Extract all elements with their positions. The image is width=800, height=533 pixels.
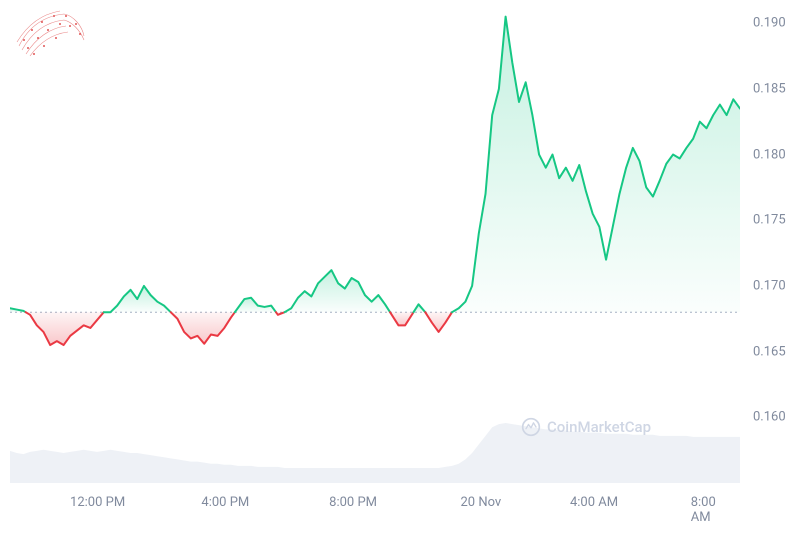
price-chart bbox=[10, 10, 740, 483]
y-tick-label: 0.175 bbox=[753, 213, 786, 228]
y-tick-label: 0.185 bbox=[753, 81, 786, 96]
x-tick-label: 4:00 PM bbox=[201, 495, 249, 510]
y-tick-label: 0.180 bbox=[753, 147, 786, 162]
x-tick-label: 8:00 PM bbox=[329, 495, 377, 510]
x-tick-label: 20 Nov bbox=[460, 495, 501, 510]
x-axis: 12:00 PM4:00 PM8:00 PM20 Nov4:00 AM8:00 … bbox=[10, 495, 740, 515]
y-axis: 0.160 0.165 0.170 0.175 0.180 0.185 0.190 bbox=[745, 10, 800, 483]
coinmarketcap-icon bbox=[521, 417, 541, 437]
y-tick-label: 0.170 bbox=[753, 278, 786, 293]
watermark-text: CoinMarketCap bbox=[547, 418, 651, 436]
y-tick-label: 0.190 bbox=[753, 16, 786, 31]
y-tick-label: 0.160 bbox=[753, 410, 786, 425]
x-tick-label: 12:00 PM bbox=[70, 495, 125, 510]
x-tick-label: 4:00 AM bbox=[570, 495, 618, 510]
y-tick-label: 0.165 bbox=[753, 344, 786, 359]
x-tick-label: 8:00 AM bbox=[691, 495, 724, 525]
watermark: CoinMarketCap bbox=[521, 417, 651, 437]
